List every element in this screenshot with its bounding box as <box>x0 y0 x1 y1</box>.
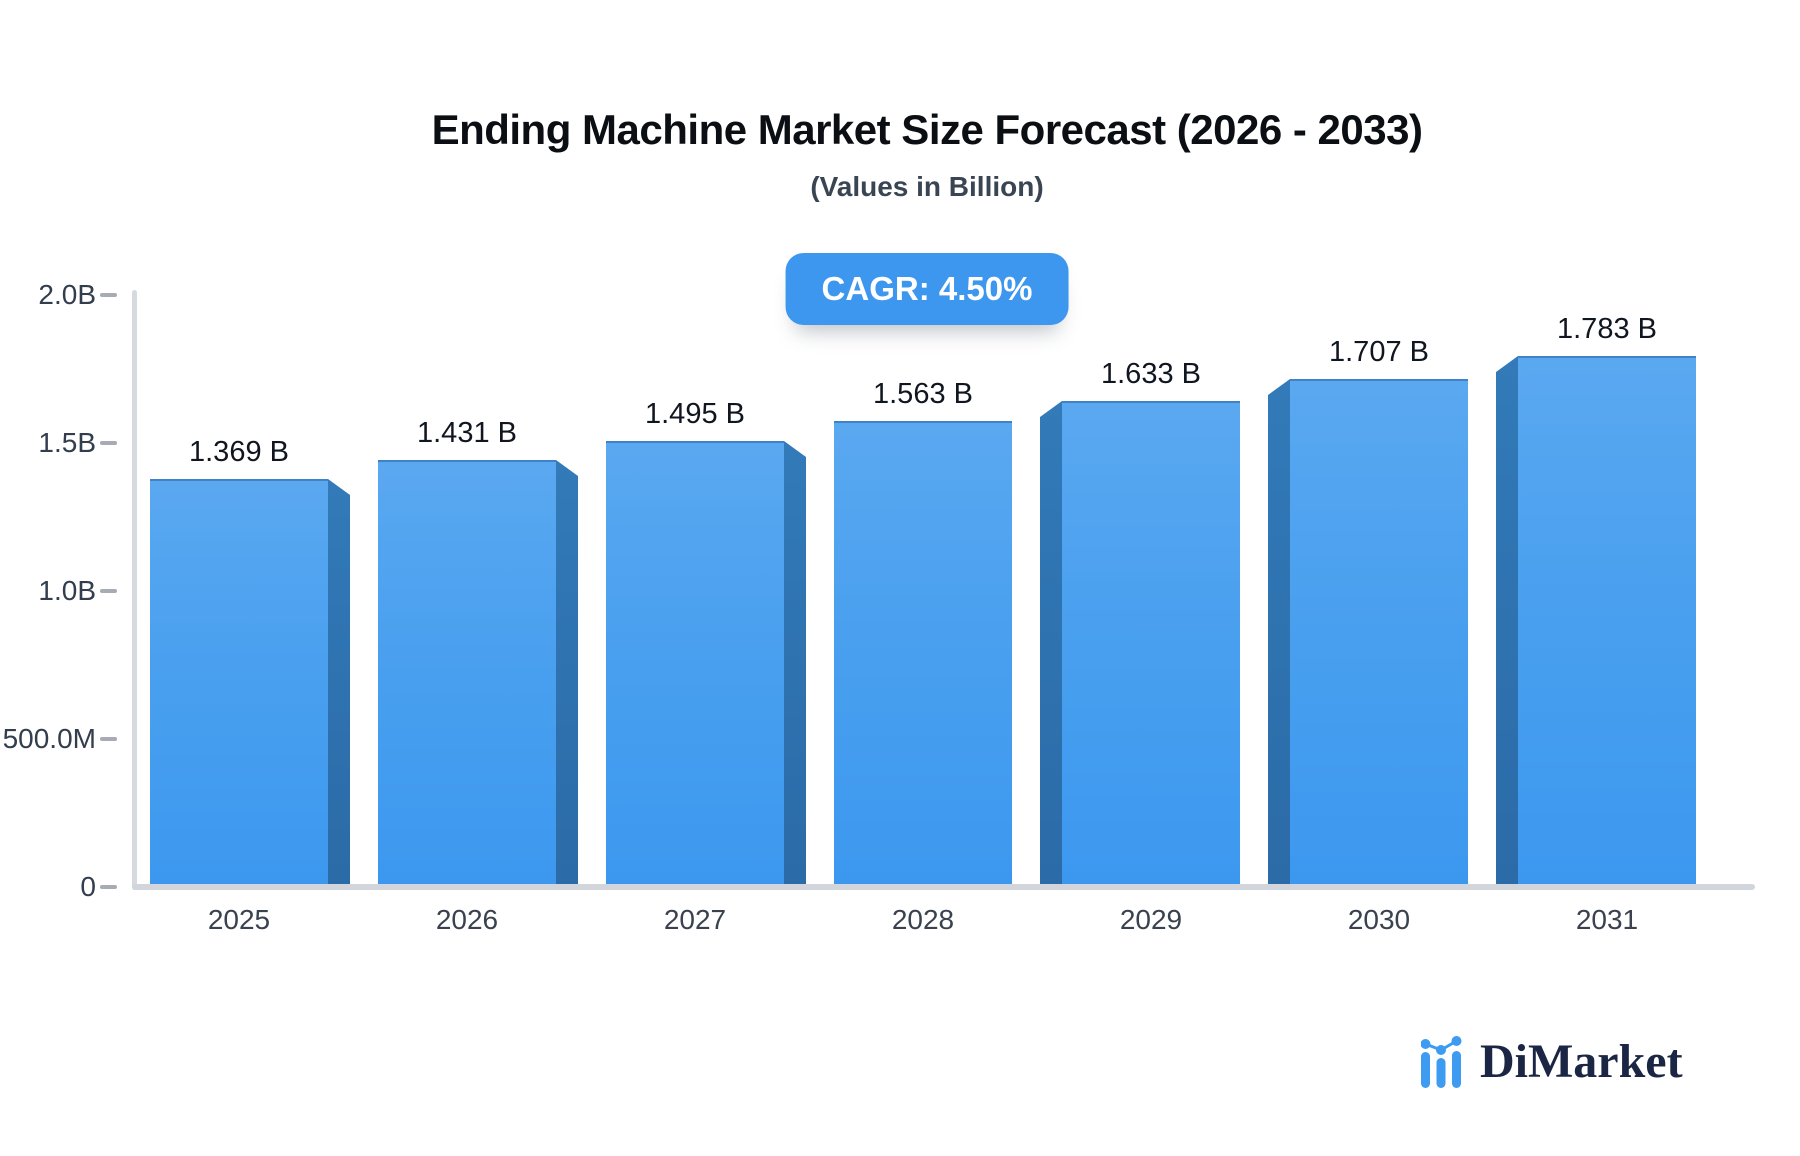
bar-side-face <box>328 479 350 884</box>
y-tick-dash <box>100 737 117 741</box>
bar-value-label: 1.369 B <box>189 436 289 468</box>
y-tick-dash <box>100 885 117 889</box>
bar-value-label: 1.783 B <box>1557 313 1657 345</box>
bar-value-label: 1.563 B <box>873 378 973 410</box>
x-axis-label: 2026 <box>435 904 499 935</box>
x-axis-label: 2028 <box>891 904 955 935</box>
bar-side-face <box>784 441 806 884</box>
bar-side-face <box>556 460 578 884</box>
chart-subtitle: (Values in Billion) <box>810 171 1044 202</box>
chart-title: Ending Machine Market Size Forecast (202… <box>431 106 1423 153</box>
y-tick-label: 1.5B <box>38 427 96 458</box>
y-tick-label: 2.0B <box>38 279 96 310</box>
bar-2031 <box>1518 356 1696 884</box>
bar-2026 <box>378 460 556 884</box>
bar-2030 <box>1290 379 1468 884</box>
y-tick-dash <box>100 293 117 297</box>
bar-2028 <box>834 421 1012 884</box>
y-tick-label: 500.0M <box>2 723 96 754</box>
bar-value-label: 1.431 B <box>417 417 517 449</box>
cagr-badge: CAGR: 4.50% <box>785 253 1069 325</box>
x-axis-label: 2031 <box>1575 904 1639 935</box>
bar-side-face <box>1040 401 1062 884</box>
bar-side-face <box>1268 379 1290 884</box>
dimarket-logo-icon <box>1421 1036 1462 1088</box>
bar-2025 <box>150 479 328 884</box>
x-axis-label: 2027 <box>663 904 727 935</box>
x-axis-label: 2025 <box>207 904 271 935</box>
bar-2027 <box>606 441 784 884</box>
y-tick-label: 0 <box>80 871 96 902</box>
x-axis-line <box>132 884 1755 890</box>
y-tick-dash <box>100 589 117 593</box>
y-tick-dash <box>100 441 117 445</box>
x-axis-label: 2030 <box>1347 904 1411 935</box>
y-tick-label: 1.0B <box>38 575 96 606</box>
bar-value-label: 1.633 B <box>1101 358 1201 390</box>
x-axis-label: 2029 <box>1119 904 1183 935</box>
dimarket-logo-text: DiMarket <box>1480 1035 1683 1088</box>
dimarket-logo: DiMarket <box>1421 1036 1683 1088</box>
bar-side-face <box>1496 356 1518 884</box>
y-axis-line <box>132 290 137 890</box>
bar-value-label: 1.495 B <box>645 398 745 430</box>
bar-value-label: 1.707 B <box>1329 336 1429 368</box>
bar-2029 <box>1062 401 1240 884</box>
